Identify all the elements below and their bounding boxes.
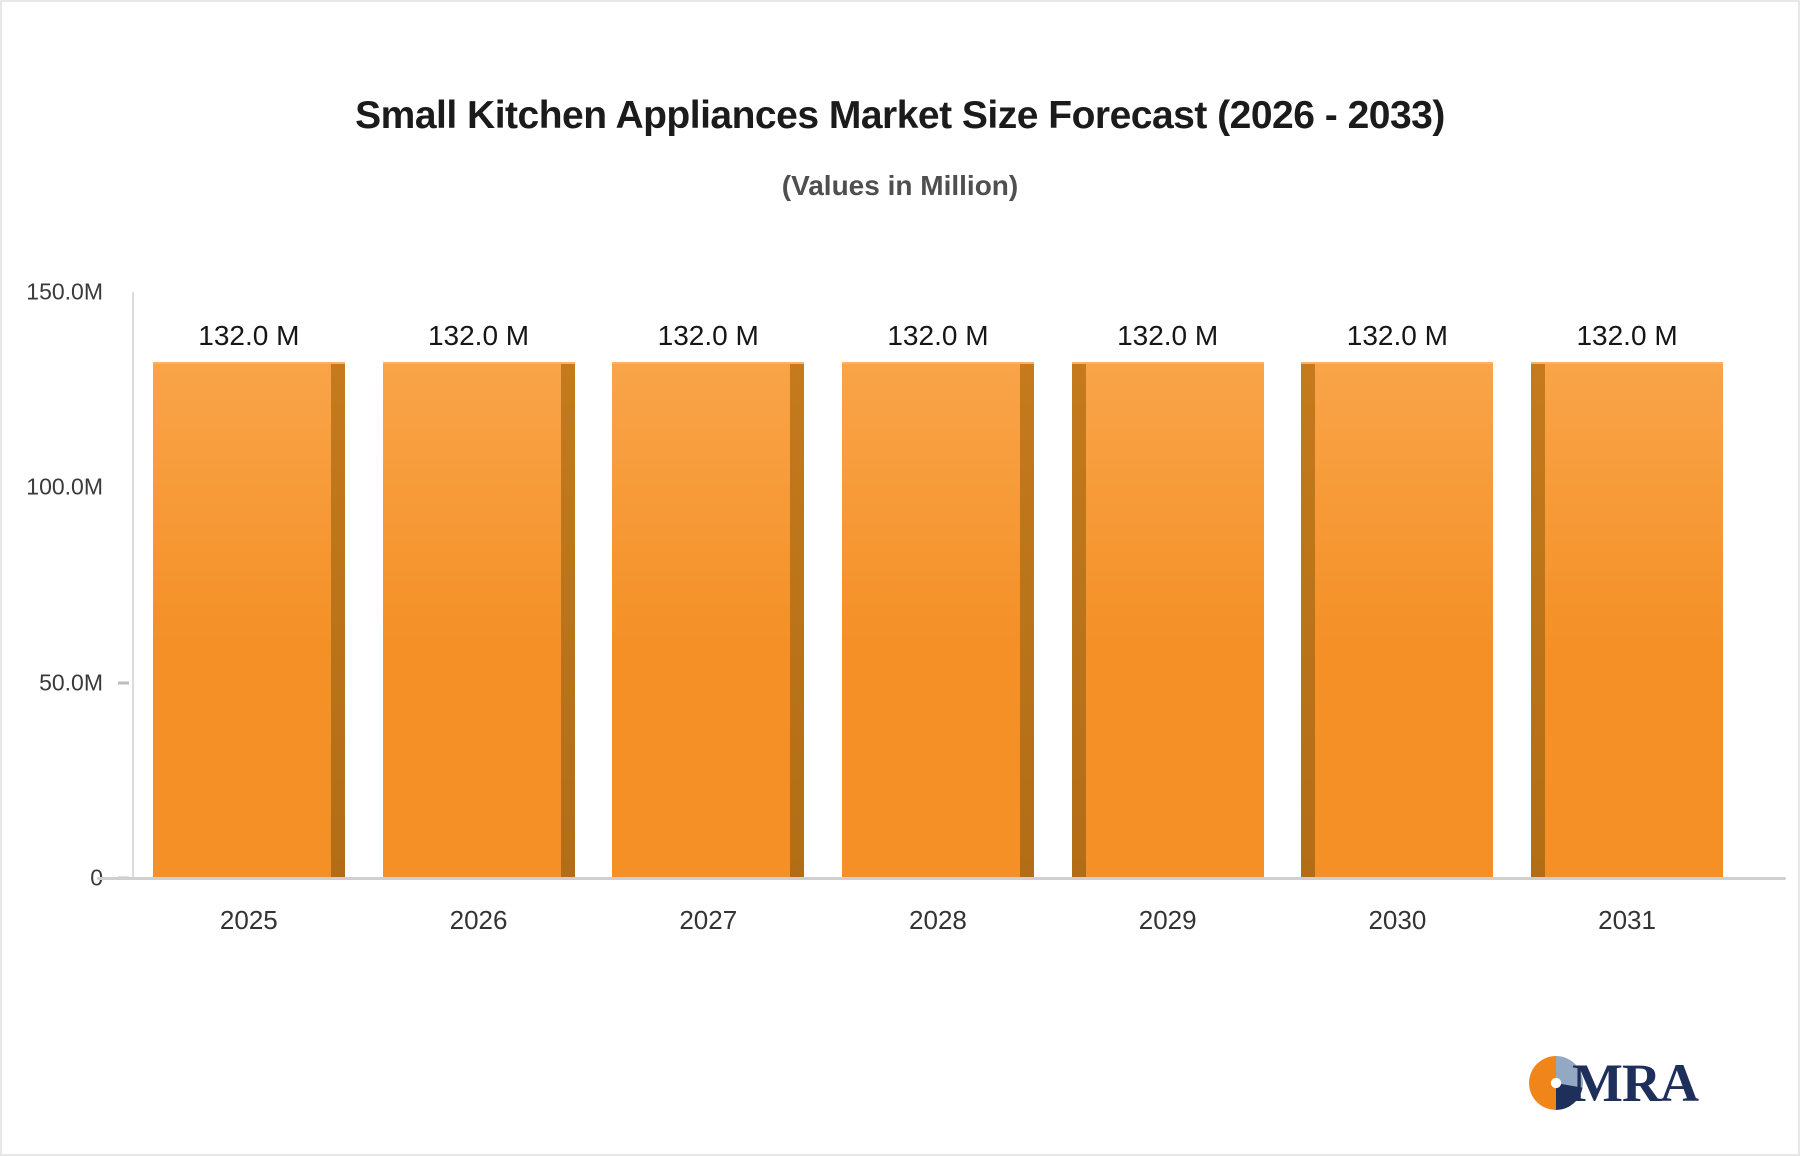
bar-slot: 132.0 M 2026 bbox=[382, 292, 575, 935]
x-axis-label: 2028 bbox=[909, 905, 967, 935]
y-axis-line bbox=[132, 292, 134, 878]
bars: 132.0 M 2025 132.0 M 2026 132.0 M 2027 132.0 M… bbox=[134, 292, 1742, 935]
y-axis: 150.0M 100.0M 50.0M 0 bbox=[17, 279, 129, 891]
bar-slot: 132.0 M 2030 bbox=[1301, 292, 1494, 935]
mra-logo: MRA bbox=[1528, 1052, 1699, 1114]
y-tick-label: 50.0M bbox=[39, 669, 103, 696]
bar bbox=[841, 362, 1034, 878]
pie-circle-icon bbox=[1529, 1056, 1583, 1110]
bar-slot: 132.0 M 2025 bbox=[152, 292, 345, 935]
bar bbox=[612, 362, 805, 878]
bar-value-label: 132.0 M bbox=[1576, 320, 1678, 352]
bar bbox=[382, 362, 575, 878]
y-tick-label: 100.0M bbox=[26, 473, 103, 500]
y-tick-dash bbox=[118, 681, 129, 685]
bar bbox=[1531, 362, 1724, 878]
chart-subtitle: (Values in Million) bbox=[781, 170, 1019, 201]
x-axis-label: 2029 bbox=[1138, 905, 1197, 935]
chart-title: Small Kitchen Appliances Market Size For… bbox=[355, 94, 1445, 137]
bar bbox=[152, 362, 345, 878]
x-axis-label: 2025 bbox=[219, 905, 278, 935]
bar-value-label: 132.0 M bbox=[887, 320, 989, 352]
plot-area: 132.0 M 2025 132.0 M 2026 132.0 M 2027 132.0 M… bbox=[132, 292, 1742, 935]
x-axis-label: 2026 bbox=[449, 905, 508, 935]
y-tick-label: 150.0M bbox=[26, 278, 103, 305]
bar-slot: 132.0 M 2028 bbox=[841, 292, 1034, 935]
bar bbox=[1301, 362, 1494, 878]
bar-value-label: 132.0 M bbox=[657, 320, 759, 352]
bar-value-label: 132.0 M bbox=[1117, 320, 1219, 352]
x-axis-label: 2031 bbox=[1598, 905, 1656, 935]
y-tick-label: 0 bbox=[90, 865, 103, 892]
x-axis-line bbox=[97, 877, 1786, 880]
bar-value-label: 132.0 M bbox=[427, 320, 530, 352]
bar-value-label: 132.0 M bbox=[1346, 320, 1448, 352]
bar-slot: 132.0 M 2029 bbox=[1071, 292, 1264, 935]
bar bbox=[1071, 362, 1264, 878]
x-axis-label: 2027 bbox=[679, 905, 738, 935]
bar-value-label: 132.0 M bbox=[198, 320, 300, 352]
bar-slot: 132.0 M 2027 bbox=[612, 292, 805, 935]
bar-slot: 132.0 M 2031 bbox=[1531, 292, 1724, 935]
x-axis-label: 2030 bbox=[1368, 905, 1427, 935]
mra-logo-text: MRA bbox=[1572, 1053, 1699, 1113]
